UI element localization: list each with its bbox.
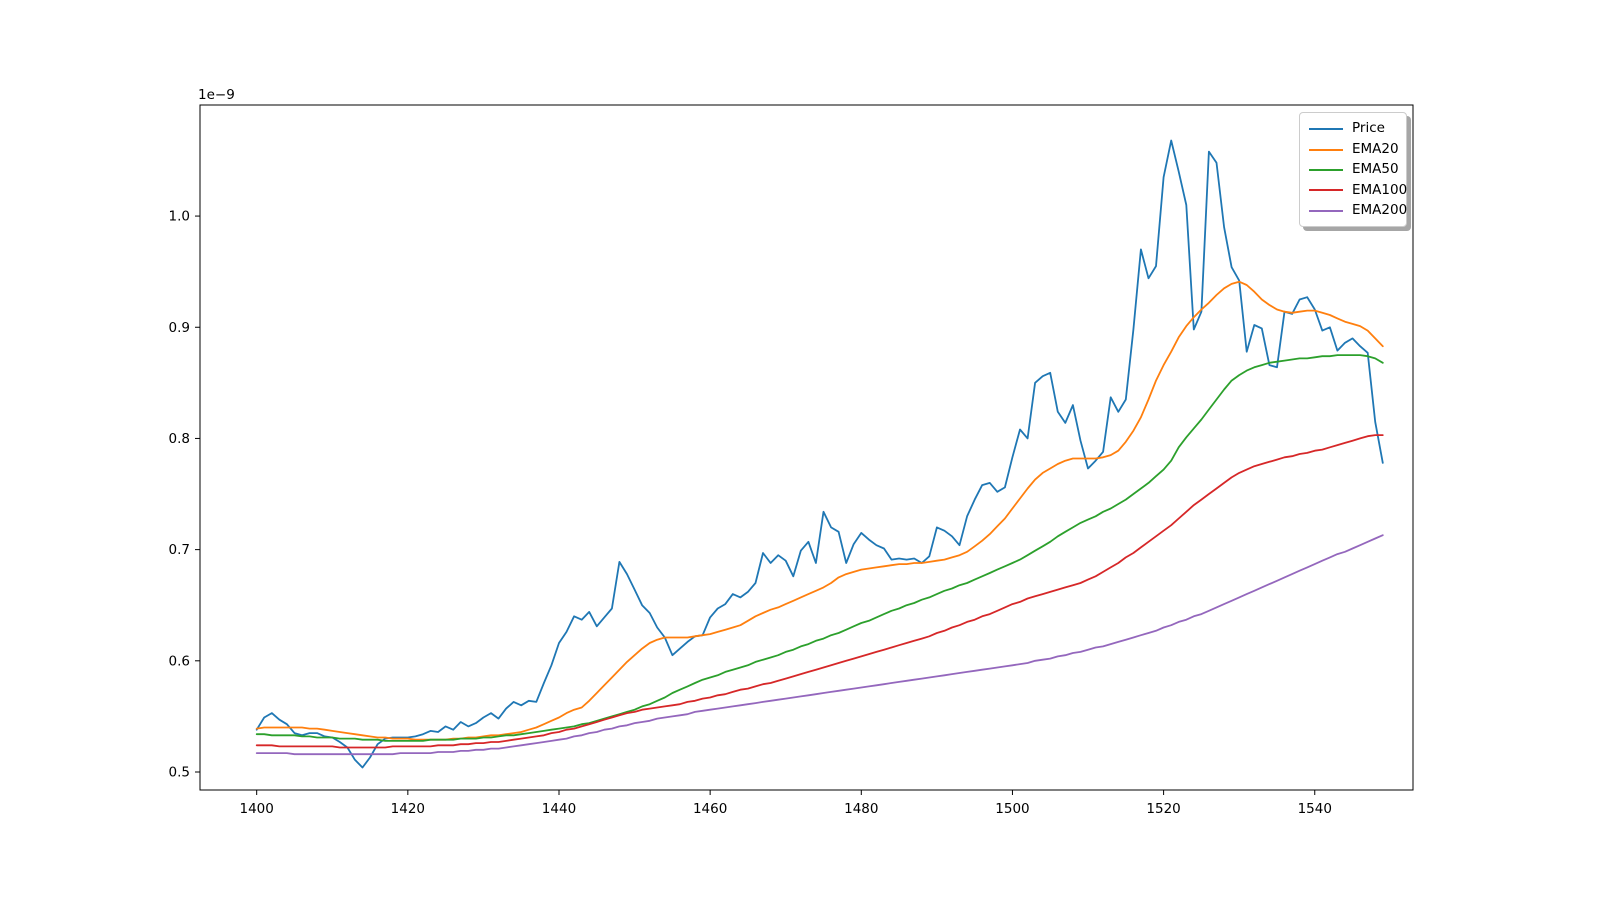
x-tick-label: 1420 [391,801,425,817]
legend-item-ema20: EMA20 [1309,139,1399,159]
legend-label-ema100: EMA100 [1352,181,1408,198]
ema100-line [255,434,1384,749]
ema200-line-swatch [1309,209,1343,212]
legend: Price EMA20 EMA50 EMA100 EMA200 [1299,112,1407,227]
x-tick-label: 1460 [693,801,727,817]
legend-label-ema50: EMA50 [1352,161,1399,178]
ema50-line-swatch [1309,168,1343,171]
y-tick-label: 0.7 [169,542,190,558]
legend-item-ema200: EMA200 [1309,201,1407,221]
x-tick-label: 1440 [542,801,576,817]
x-tick-label: 1400 [240,801,274,817]
y-tick-label: 0.8 [169,431,190,447]
y-tick-label: 0.6 [169,653,190,669]
y-tick-label: 0.5 [169,764,190,780]
x-tick-label: 1500 [995,801,1029,817]
legend-label-ema200: EMA200 [1352,202,1408,218]
plot-border [199,104,1414,791]
price-line-swatch [1309,128,1343,131]
legend-item-ema100: EMA100 [1309,180,1407,200]
x-tick-label: 1480 [844,801,878,817]
legend-item-ema50: EMA50 [1309,160,1399,180]
legend-item-price: Price [1309,119,1397,139]
legend-label-ema20: EMA20 [1352,140,1399,157]
ema20-line [255,280,1384,741]
y-tick-label: 0.9 [169,320,190,336]
ema20-line-swatch [1309,148,1343,151]
price-line [255,139,1384,769]
legend-label-price: Price [1352,120,1385,137]
x-tick-label: 1540 [1298,801,1332,817]
ema100-line-swatch [1309,189,1343,192]
y-tick-label: 1.0 [169,209,190,225]
ema200-line [255,534,1384,756]
y-axis-offset-text: 1e−9 [198,87,235,103]
x-tick-label: 1520 [1146,801,1180,817]
ema50-line [255,354,1384,742]
